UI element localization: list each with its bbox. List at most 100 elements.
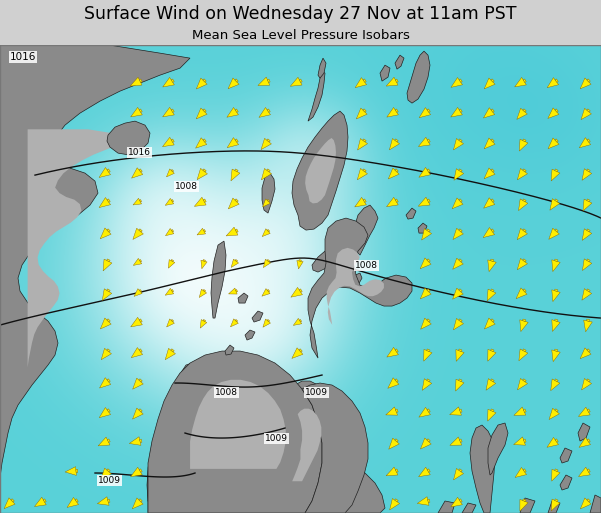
Polygon shape [132,498,143,509]
Polygon shape [357,168,367,180]
Polygon shape [420,258,431,269]
Polygon shape [519,139,528,151]
Polygon shape [292,348,303,359]
Polygon shape [487,289,496,301]
Polygon shape [108,439,110,442]
Polygon shape [299,320,302,322]
Polygon shape [587,139,590,142]
Polygon shape [491,199,494,202]
Polygon shape [171,169,174,172]
Polygon shape [165,348,175,360]
Polygon shape [453,228,463,240]
Polygon shape [166,169,174,177]
Polygon shape [100,378,111,388]
Polygon shape [490,259,494,262]
Polygon shape [522,319,526,322]
Polygon shape [203,289,206,292]
Polygon shape [587,229,590,232]
Polygon shape [451,497,462,507]
Polygon shape [261,139,272,150]
Polygon shape [318,58,326,78]
Polygon shape [386,407,397,415]
Polygon shape [195,138,207,148]
Polygon shape [108,499,110,503]
Polygon shape [148,351,322,513]
Text: Mean Sea Level Pressure Isobars: Mean Sea Level Pressure Isobars [192,29,409,42]
Polygon shape [107,121,150,155]
Polygon shape [523,79,526,83]
Polygon shape [356,108,367,119]
Polygon shape [587,319,590,321]
Polygon shape [579,137,591,148]
Polygon shape [581,498,591,509]
Polygon shape [517,379,528,390]
Polygon shape [452,198,463,209]
Polygon shape [235,199,238,202]
Polygon shape [395,139,398,142]
Polygon shape [292,409,322,481]
Polygon shape [395,79,398,83]
Polygon shape [395,109,398,112]
Polygon shape [520,320,528,331]
Polygon shape [427,349,430,351]
Polygon shape [134,289,142,297]
Polygon shape [386,467,398,476]
Polygon shape [227,107,239,117]
Polygon shape [587,349,590,352]
Polygon shape [517,259,528,270]
Polygon shape [262,229,270,236]
Polygon shape [517,168,528,180]
Polygon shape [453,139,463,150]
Polygon shape [267,109,270,112]
Polygon shape [551,379,560,391]
Polygon shape [459,319,462,322]
Polygon shape [231,169,240,181]
Polygon shape [421,438,431,449]
Polygon shape [549,408,560,420]
Polygon shape [523,349,526,352]
Polygon shape [491,139,494,142]
Polygon shape [107,319,110,322]
Polygon shape [450,437,462,445]
Polygon shape [363,169,366,172]
Polygon shape [363,199,366,203]
Polygon shape [488,349,496,361]
Polygon shape [252,311,263,322]
Polygon shape [580,78,591,89]
Polygon shape [514,437,525,445]
Polygon shape [231,319,239,327]
Polygon shape [228,198,239,209]
Polygon shape [133,228,144,240]
Polygon shape [363,79,366,83]
Polygon shape [582,289,591,300]
Polygon shape [395,349,398,352]
Polygon shape [312,248,334,272]
Polygon shape [519,199,528,211]
Polygon shape [363,139,366,142]
Polygon shape [395,499,398,502]
Polygon shape [197,228,206,235]
Polygon shape [548,138,559,149]
Polygon shape [462,503,476,513]
Polygon shape [65,467,76,476]
Polygon shape [166,319,174,327]
Polygon shape [419,407,430,417]
Polygon shape [139,200,142,202]
Polygon shape [34,497,46,506]
Polygon shape [293,319,302,325]
Polygon shape [555,199,558,202]
Polygon shape [547,77,558,88]
Polygon shape [484,78,495,89]
Polygon shape [267,169,270,172]
Polygon shape [555,379,558,382]
Polygon shape [427,169,430,172]
Polygon shape [555,439,558,442]
Polygon shape [406,208,416,219]
Polygon shape [422,228,432,240]
Polygon shape [552,469,560,481]
Polygon shape [581,108,591,120]
Polygon shape [459,169,462,172]
Polygon shape [190,380,285,469]
Polygon shape [487,409,496,421]
Polygon shape [517,228,528,240]
